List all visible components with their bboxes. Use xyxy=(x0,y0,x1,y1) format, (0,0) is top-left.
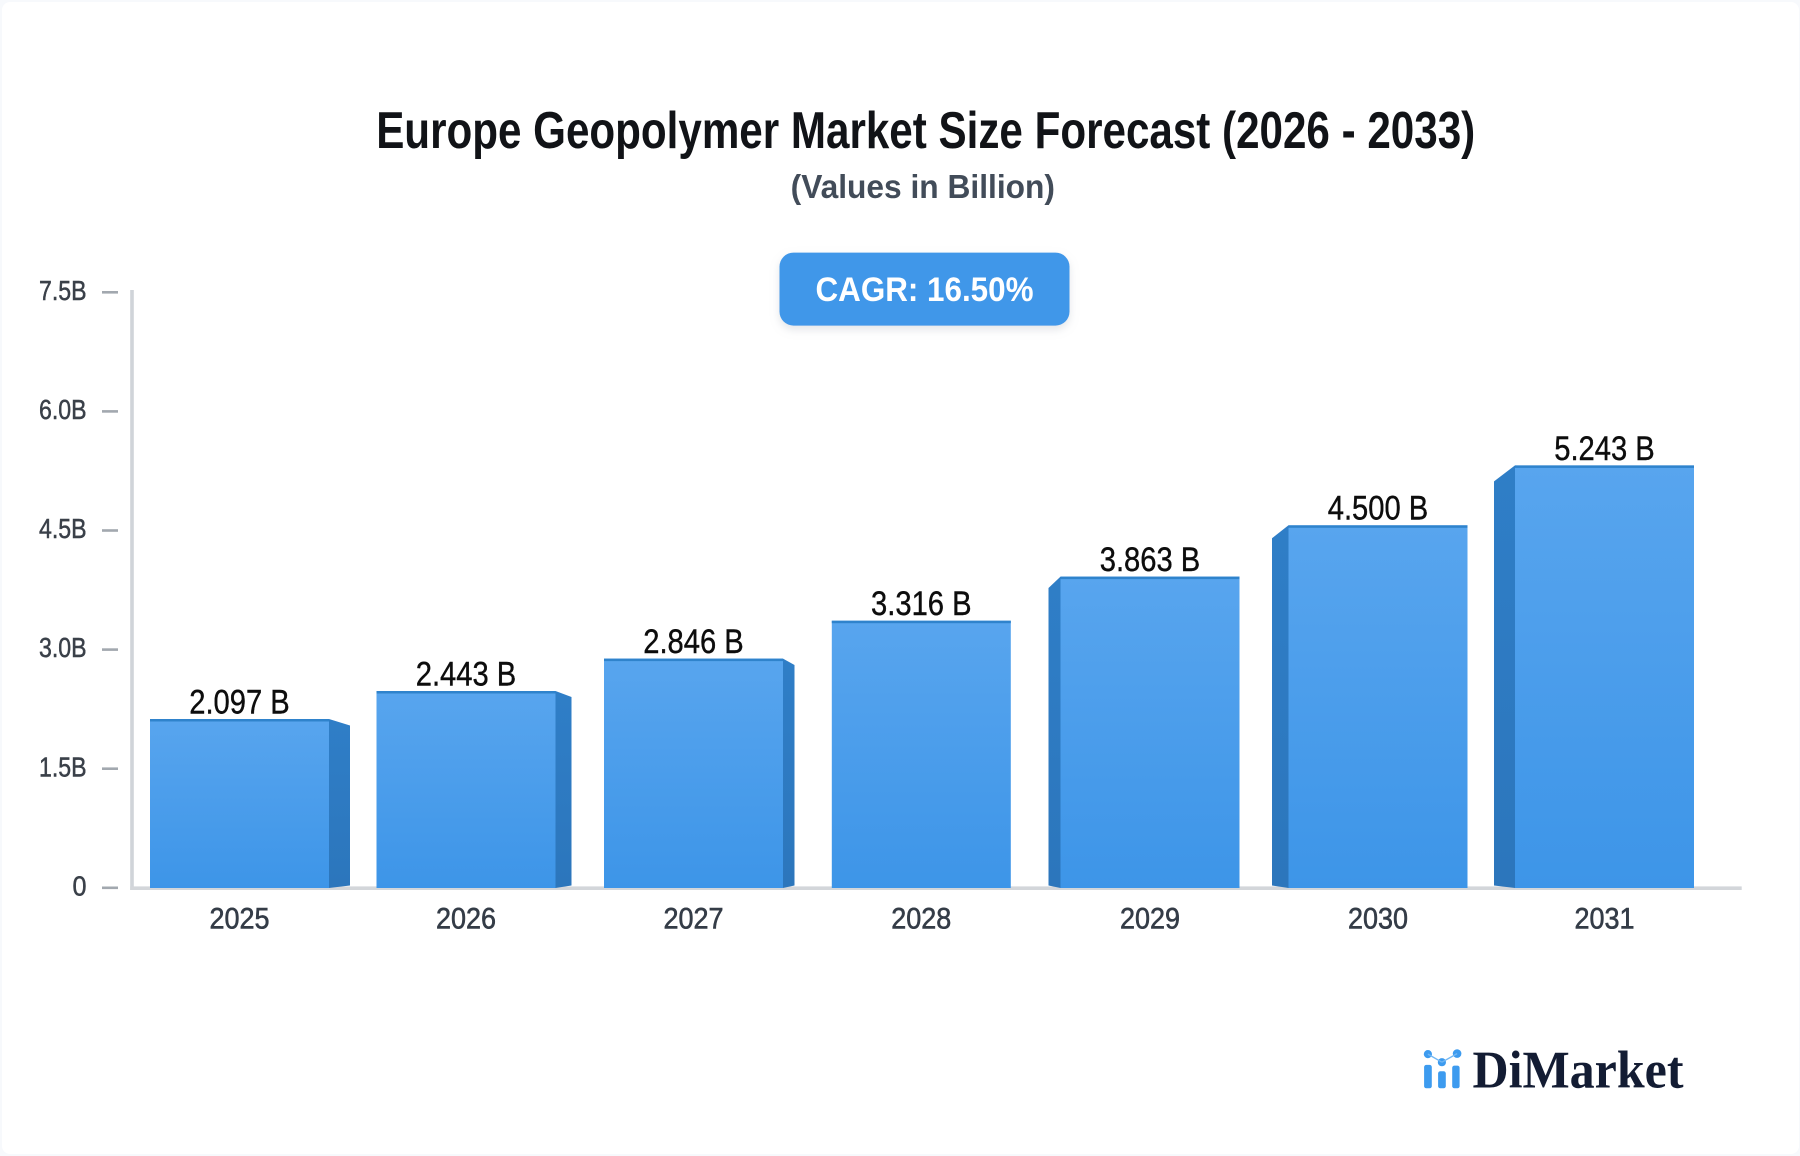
svg-text:2031: 2031 xyxy=(1575,903,1635,936)
svg-text:2028: 2028 xyxy=(891,903,951,936)
svg-text:2.846 B: 2.846 B xyxy=(643,623,744,661)
svg-text:2027: 2027 xyxy=(664,903,724,936)
svg-text:3.863 B: 3.863 B xyxy=(1100,541,1201,579)
svg-text:4.500 B: 4.500 B xyxy=(1328,490,1429,528)
svg-text:6.0B: 6.0B xyxy=(39,394,87,425)
svg-text:2025: 2025 xyxy=(210,903,270,936)
svg-text:CAGR: 16.50%: CAGR: 16.50% xyxy=(816,271,1034,309)
svg-text:2030: 2030 xyxy=(1348,903,1408,936)
svg-text:3.0B: 3.0B xyxy=(39,632,87,663)
svg-text:1.5B: 1.5B xyxy=(39,751,87,782)
svg-text:(Values in Billion): (Values in Billion) xyxy=(791,169,1055,206)
svg-text:2029: 2029 xyxy=(1120,903,1180,936)
svg-text:0: 0 xyxy=(73,870,87,901)
svg-text:DiMarket: DiMarket xyxy=(1473,1042,1684,1100)
svg-text:7.5B: 7.5B xyxy=(39,275,87,306)
svg-text:2.443 B: 2.443 B xyxy=(416,655,517,693)
svg-text:2026: 2026 xyxy=(436,903,496,936)
svg-text:5.243 B: 5.243 B xyxy=(1554,430,1655,468)
svg-text:2.097 B: 2.097 B xyxy=(189,683,290,721)
svg-text:4.5B: 4.5B xyxy=(39,513,87,544)
svg-text:3.316 B: 3.316 B xyxy=(871,585,972,623)
svg-text:Europe Geopolymer Market Size: Europe Geopolymer Market Size Forecast (… xyxy=(376,102,1475,160)
